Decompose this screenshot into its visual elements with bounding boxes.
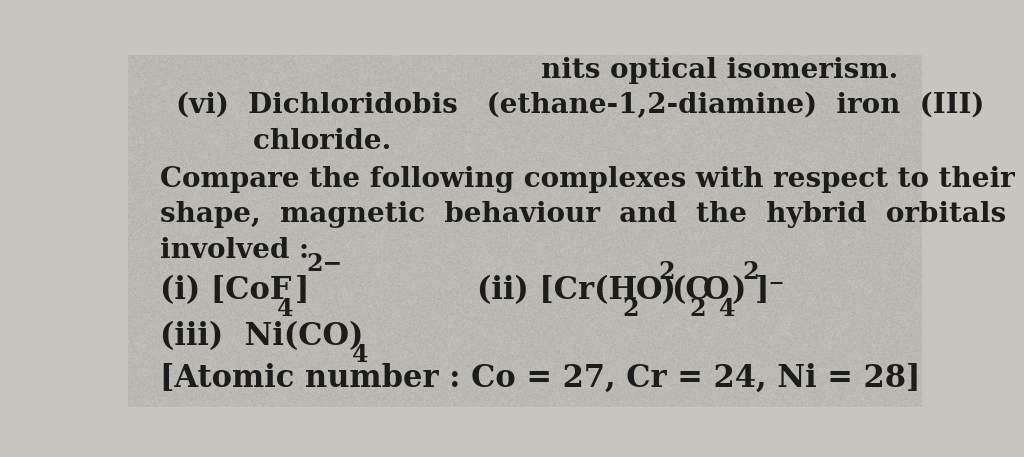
Text: (vi)  Dichloridobis   (ethane-1,2-diamine)  iron  (III): (vi) Dichloridobis (ethane-1,2-diamine) … xyxy=(176,92,984,119)
Text: (iii)  Ni(CO): (iii) Ni(CO) xyxy=(160,321,364,352)
Text: 4: 4 xyxy=(278,297,294,321)
Text: 2−: 2− xyxy=(306,252,343,276)
Text: 2: 2 xyxy=(623,297,639,321)
Text: (ii) [Cr(H: (ii) [Cr(H xyxy=(477,275,637,306)
Text: 4: 4 xyxy=(352,343,369,367)
Text: (C: (C xyxy=(671,275,710,306)
Text: ]⁻: ]⁻ xyxy=(755,275,785,306)
Text: O: O xyxy=(702,275,729,306)
Text: 2: 2 xyxy=(658,260,675,284)
Text: ]: ] xyxy=(295,275,309,306)
Text: [Atomic number : Co = 27, Cr = 24, Ni = 28]: [Atomic number : Co = 27, Cr = 24, Ni = … xyxy=(160,363,921,394)
Text: involved :: involved : xyxy=(160,237,309,264)
Text: 2: 2 xyxy=(742,260,759,284)
Text: 4: 4 xyxy=(719,297,735,321)
Text: shape,  magnetic  behaviour  and  the  hybrid  orbitals: shape, magnetic behaviour and the hybrid… xyxy=(160,202,1006,228)
Text: Compare the following complexes with respect to their: Compare the following complexes with res… xyxy=(160,166,1015,193)
Text: O): O) xyxy=(636,275,677,306)
Text: ): ) xyxy=(731,275,745,306)
Text: chloride.: chloride. xyxy=(176,128,391,154)
Text: nits optical isomerism.: nits optical isomerism. xyxy=(541,57,898,84)
Text: (i) [CoF: (i) [CoF xyxy=(160,275,291,306)
Text: 2: 2 xyxy=(690,297,707,321)
